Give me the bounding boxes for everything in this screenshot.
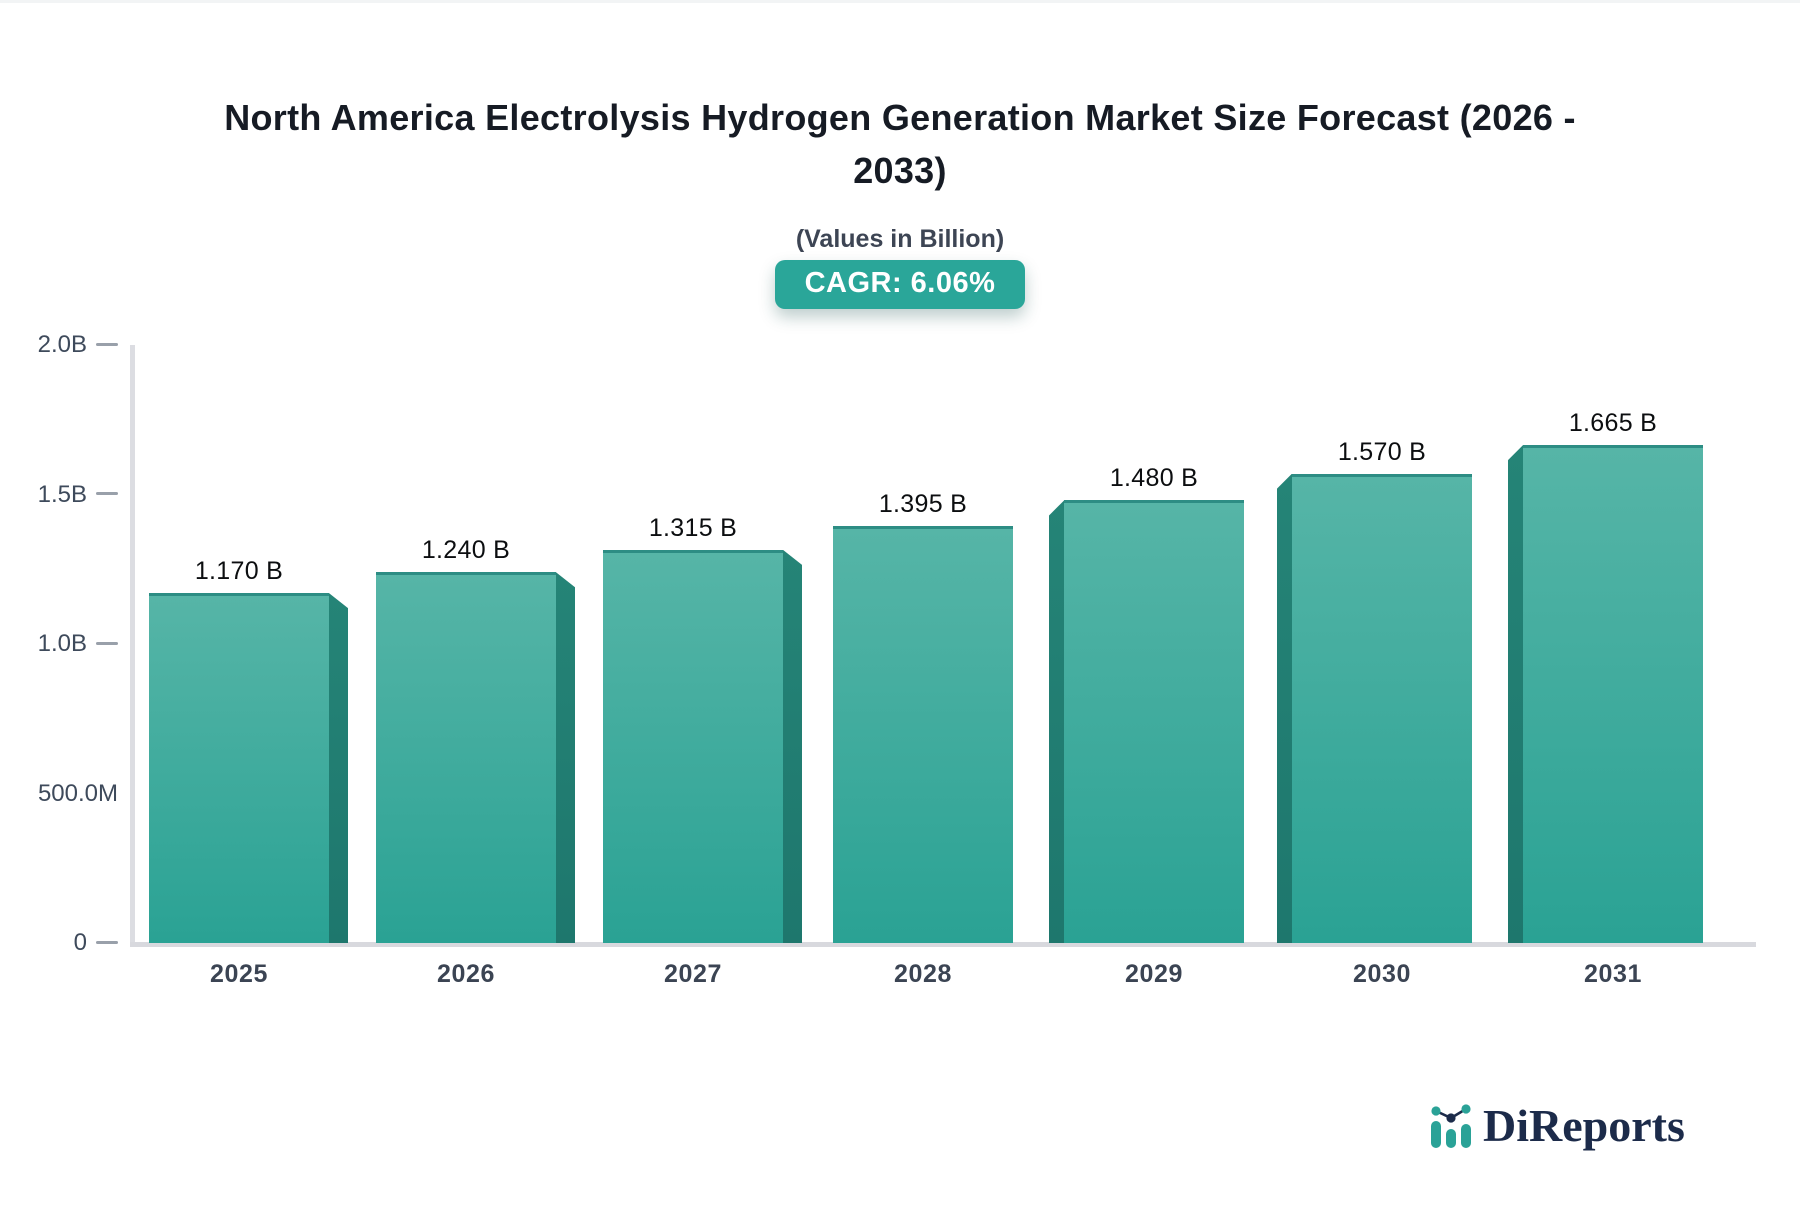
chart-subtitle: (Values in Billion) [795,225,1005,253]
cagr-badge: CAGR: 6.06% [774,260,1026,309]
bar-2027-side [783,549,802,943]
bar-value-label-2026: 1.240 B [421,536,511,565]
bar-2031-side [1508,445,1523,943]
y-axis-tick-1.0B: 1.0B [0,629,118,659]
brand-logo: DiReports [1430,1099,1685,1152]
x-axis-label-2026: 2026 [436,960,495,988]
bar-2028[interactable] [833,525,1013,943]
bar-2029-side [1049,500,1064,943]
tick-mark [96,641,118,645]
x-axis-label-2029: 2029 [1124,960,1183,988]
chart-title-line2: 2033) [853,150,947,191]
bar-2029[interactable] [1064,500,1244,943]
bar-2030[interactable] [1292,473,1472,943]
y-axis-line [130,345,135,942]
bar-value-label-2027: 1.315 B [648,513,738,542]
bar-2031[interactable] [1523,445,1703,943]
bar-value-label-2031: 1.665 B [1568,409,1658,438]
bar-2026-side [556,572,575,943]
x-axis-label-2027: 2027 [663,960,722,988]
bar-value-label-2025: 1.170 B [194,557,284,586]
bar-value-label-2030: 1.570 B [1337,437,1427,466]
chart-title-line1: North America Electrolysis Hydrogen Gene… [224,97,1576,138]
y-axis-tick-1.5B: 1.5B [0,480,118,510]
bar-value-label-2029: 1.480 B [1109,464,1199,493]
x-axis-baseline [130,942,1756,947]
bar-2025[interactable] [149,593,329,943]
x-axis-label-2025: 2025 [209,960,268,988]
bar-2026[interactable] [376,572,556,943]
bar-value-label-2028: 1.395 B [878,489,968,518]
x-axis-label-2028: 2028 [893,960,952,988]
cagr-badge-wrap: CAGR: 6.06% [0,260,1800,309]
x-axis-label-2030: 2030 [1352,960,1411,988]
brand-name: DiReports [1483,1100,1685,1151]
x-axis-label-2031: 2031 [1583,960,1642,988]
brand-chart-icon [1431,1103,1471,1148]
bar-2027[interactable] [603,549,783,943]
bar-2025-side [329,593,348,943]
chart-title: North America Electrolysis Hydrogen Gene… [0,91,1800,197]
y-axis-tick-500.0M: 500.0M [37,779,118,807]
bar-2030-side [1277,473,1292,943]
tick-mark [96,492,118,496]
tick-mark [96,342,118,346]
y-axis-tick-2.0B: 2.0B [0,330,118,360]
y-axis-tick-0: 0 [0,928,118,958]
tick-mark [96,940,118,944]
